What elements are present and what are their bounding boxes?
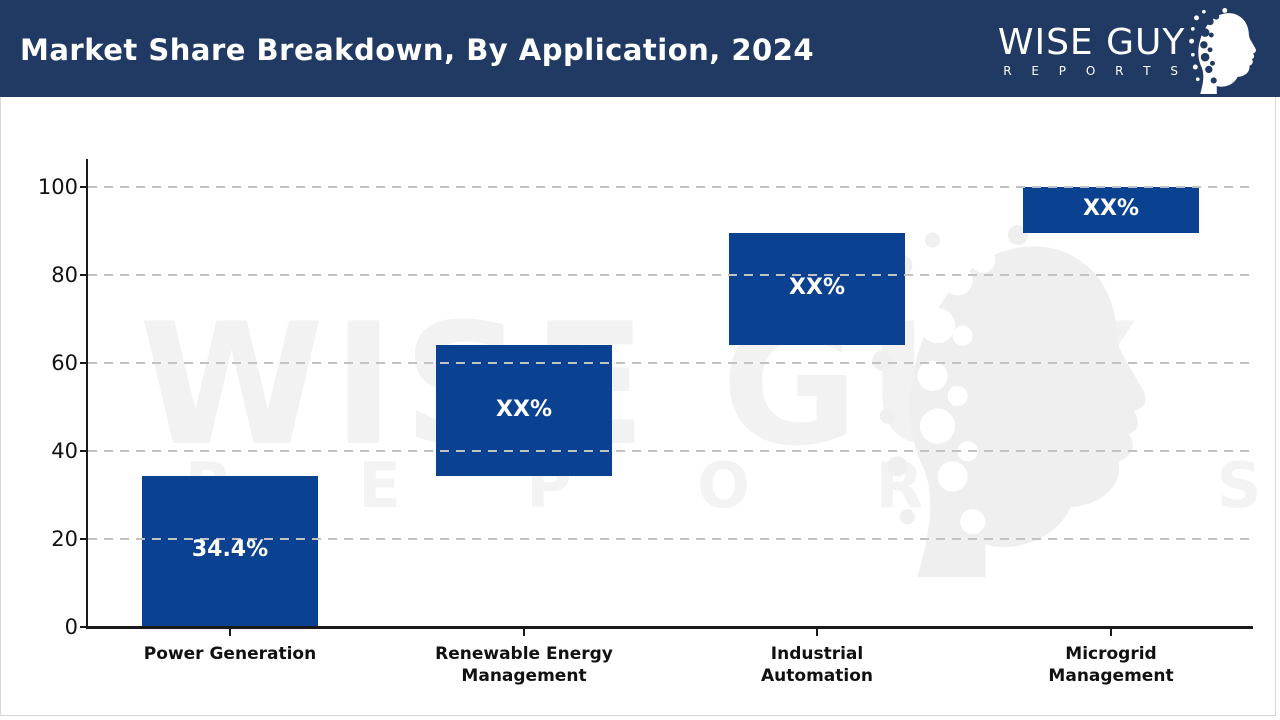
watermark-head-icon: [872, 225, 1146, 577]
wiseguy-logo-sub: R E P O R T S: [1003, 63, 1186, 78]
bar-segment: [729, 233, 905, 346]
wiseguy-logo-text: WISE GUY R E P O R T S: [997, 24, 1186, 78]
bar-segment: [436, 345, 612, 476]
gridline: [88, 450, 1253, 452]
wiseguy-logo-brand: WISE GUY: [997, 22, 1186, 64]
gridline: [88, 186, 1253, 188]
waterfall-chart: 34.4% Power Generation XX% Renewable Energy…: [0, 97, 1280, 720]
x-axis-tick: [1110, 628, 1112, 636]
bar-segment: [1023, 187, 1199, 234]
bar-value-label: 34.4%: [191, 537, 269, 563]
x-axis-line: [86, 626, 1253, 629]
wiseguy-logo: WISE GUY R E P O R T S: [997, 8, 1264, 94]
x-category-label: Power Generation: [143, 644, 317, 664]
page-title: Market Share Breakdown, By Application, …: [20, 33, 815, 67]
y-axis-tick: [80, 186, 88, 188]
x-axis-tick: [816, 628, 818, 636]
bar-value-label: XX%: [1083, 196, 1139, 222]
bar-value-label: XX%: [496, 396, 552, 422]
gridline: [88, 362, 1253, 364]
wiseguy-head-icon: [1189, 8, 1256, 94]
y-tick-label: 20: [51, 527, 78, 551]
y-axis-tick: [80, 450, 88, 452]
x-category-label: Industrial Automation: [761, 644, 873, 687]
content-area: WISE GUY R E P O R T S 34.4% Power Genera…: [0, 97, 1280, 720]
y-tick-label: 80: [51, 263, 78, 287]
y-axis-tick: [80, 274, 88, 276]
gridline: [88, 538, 1253, 540]
y-axis-tick: [80, 626, 88, 628]
header-bar: Market Share Breakdown, By Application, …: [0, 0, 1280, 97]
y-tick-label: 60: [51, 351, 78, 375]
x-category-label: Renewable Energy Management: [435, 644, 613, 687]
x-axis-tick: [229, 628, 231, 636]
y-axis-line: [86, 159, 88, 629]
bar-segment: [142, 475, 318, 627]
y-tick-label: 100: [37, 175, 78, 199]
y-tick-label: 0: [64, 615, 78, 639]
gridline: [88, 274, 1253, 276]
x-axis-tick: [523, 628, 525, 636]
y-axis-tick: [80, 538, 88, 540]
bar-value-label: XX%: [789, 275, 845, 301]
y-tick-label: 40: [51, 439, 78, 463]
x-category-label: Microgrid Management: [1048, 644, 1174, 687]
y-axis-tick: [80, 362, 88, 364]
